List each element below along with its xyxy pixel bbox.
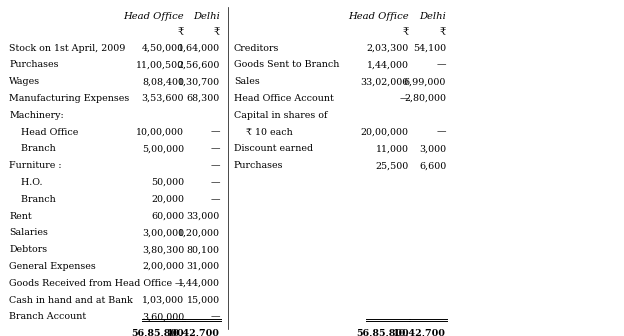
Text: 68,300: 68,300 — [187, 94, 220, 103]
Text: 11,00,500: 11,00,500 — [136, 60, 184, 70]
Text: 10,42,700: 10,42,700 — [393, 329, 446, 336]
Text: —: — — [210, 178, 220, 187]
Text: 54,100: 54,100 — [413, 44, 446, 53]
Text: Purchases: Purchases — [9, 60, 59, 70]
Text: Wages: Wages — [9, 77, 41, 86]
Text: 1,20,000: 1,20,000 — [178, 228, 220, 238]
Text: 3,80,300: 3,80,300 — [142, 245, 184, 254]
Text: 80,100: 80,100 — [187, 245, 220, 254]
Text: ₹: ₹ — [213, 29, 220, 38]
Text: Manufacturing Expenses: Manufacturing Expenses — [9, 94, 130, 103]
Text: Delhi: Delhi — [419, 12, 446, 21]
Text: 1,64,000: 1,64,000 — [177, 44, 220, 53]
Text: Stock on 1st April, 2009: Stock on 1st April, 2009 — [9, 44, 125, 53]
Text: 56,85,800: 56,85,800 — [132, 329, 184, 336]
Text: 1,30,700: 1,30,700 — [177, 77, 220, 86]
Text: 50,000: 50,000 — [151, 178, 184, 187]
Text: Branch: Branch — [9, 144, 56, 154]
Text: Branch: Branch — [9, 195, 56, 204]
Text: Goods Received from Head Office: Goods Received from Head Office — [9, 279, 172, 288]
Text: 5,00,000: 5,00,000 — [142, 144, 184, 154]
Text: Goods Sent to Branch: Goods Sent to Branch — [234, 60, 339, 70]
Text: H.O.: H.O. — [9, 178, 43, 187]
Text: —: — — [210, 195, 220, 204]
Text: ₹: ₹ — [178, 29, 184, 38]
Text: 31,000: 31,000 — [187, 262, 220, 271]
Text: 11,000: 11,000 — [376, 144, 409, 154]
Text: —: — — [210, 312, 220, 322]
Text: General Expenses: General Expenses — [9, 262, 96, 271]
Text: Rent: Rent — [9, 212, 32, 221]
Text: Sales: Sales — [234, 77, 260, 86]
Text: —: — — [437, 60, 446, 70]
Text: Head Office: Head Office — [348, 12, 409, 21]
Text: 3,000: 3,000 — [419, 144, 446, 154]
Text: 4,50,000: 4,50,000 — [142, 44, 184, 53]
Text: ₹ 10 each: ₹ 10 each — [234, 128, 293, 137]
Text: 10,00,000: 10,00,000 — [136, 128, 184, 137]
Text: —: — — [399, 94, 409, 103]
Text: 3,53,600: 3,53,600 — [142, 94, 184, 103]
Text: Creditors: Creditors — [234, 44, 280, 53]
Text: —: — — [175, 279, 184, 288]
Text: Furniture :: Furniture : — [9, 161, 62, 170]
Text: 2,80,000: 2,80,000 — [404, 94, 446, 103]
Text: 56,85,800: 56,85,800 — [356, 329, 409, 336]
Text: Head Office: Head Office — [9, 128, 79, 137]
Text: ₹: ₹ — [402, 29, 409, 38]
Text: —: — — [437, 128, 446, 137]
Text: Branch Account: Branch Account — [9, 312, 87, 322]
Text: 20,000: 20,000 — [151, 195, 184, 204]
Text: 60,000: 60,000 — [151, 212, 184, 221]
Text: 2,03,300: 2,03,300 — [366, 44, 409, 53]
Text: 6,99,000: 6,99,000 — [404, 77, 446, 86]
Text: 2,56,600: 2,56,600 — [177, 60, 220, 70]
Text: 1,03,000: 1,03,000 — [142, 296, 184, 305]
Text: Capital in shares of: Capital in shares of — [234, 111, 328, 120]
Text: 3,00,000: 3,00,000 — [142, 228, 184, 238]
Text: 33,000: 33,000 — [187, 212, 220, 221]
Text: Debtors: Debtors — [9, 245, 47, 254]
Text: Machinery:: Machinery: — [9, 111, 64, 120]
Text: 20,00,000: 20,00,000 — [361, 128, 409, 137]
Text: Salaries: Salaries — [9, 228, 48, 238]
Text: —: — — [210, 161, 220, 170]
Text: —: — — [210, 144, 220, 154]
Text: 8,08,400: 8,08,400 — [142, 77, 184, 86]
Text: ₹: ₹ — [440, 29, 446, 38]
Text: Purchases: Purchases — [234, 161, 283, 170]
Text: 6,600: 6,600 — [419, 161, 446, 170]
Text: 2,00,000: 2,00,000 — [142, 262, 184, 271]
Text: Discount earned: Discount earned — [234, 144, 313, 154]
Text: Head Office: Head Office — [124, 12, 184, 21]
Text: —: — — [210, 128, 220, 137]
Text: 3,60,000: 3,60,000 — [142, 312, 184, 322]
Text: 10,42,700: 10,42,700 — [167, 329, 220, 336]
Text: 25,500: 25,500 — [376, 161, 409, 170]
Text: 33,02,000: 33,02,000 — [361, 77, 409, 86]
Text: 1,44,000: 1,44,000 — [367, 60, 409, 70]
Text: Cash in hand and at Bank: Cash in hand and at Bank — [9, 296, 133, 305]
Text: 15,000: 15,000 — [187, 296, 220, 305]
Text: 1,44,000: 1,44,000 — [178, 279, 220, 288]
Text: Head Office Account: Head Office Account — [234, 94, 334, 103]
Text: Delhi: Delhi — [193, 12, 220, 21]
